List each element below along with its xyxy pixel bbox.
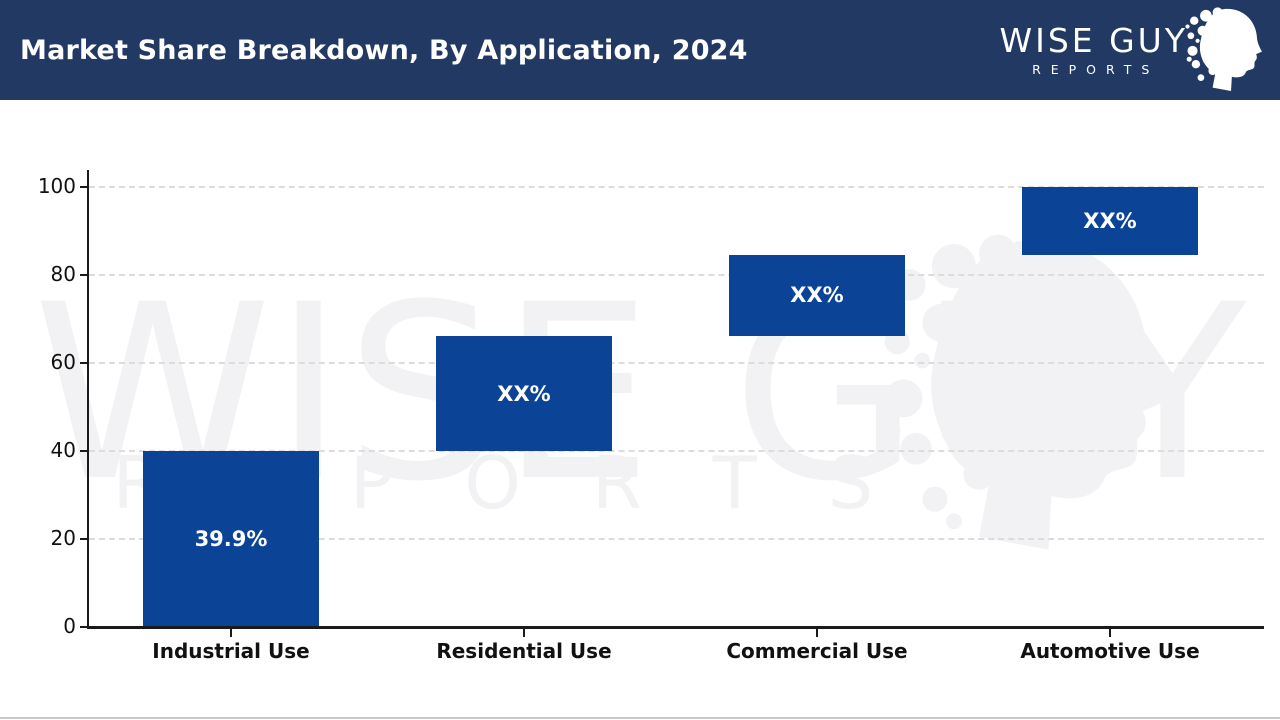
x-category-label-residential-use: Residential Use [436, 639, 612, 663]
x-tick-mark-industrial-use [230, 629, 232, 637]
y-tick-mark-60 [80, 362, 87, 364]
x-axis-line [87, 626, 1264, 629]
chart-title: Market Share Breakdown, By Application, … [20, 34, 748, 66]
bar-residential-use: XX% [436, 335, 612, 452]
logo-wordmark: WISE GUY REPORTS [999, 24, 1188, 77]
logo-reports: REPORTS [1032, 61, 1160, 77]
y-tick-mark-20 [80, 538, 87, 540]
gridline-80 [89, 274, 1264, 276]
bar-industrial-use: 39.9% [143, 451, 319, 627]
x-category-label-automotive-use: Automotive Use [1020, 639, 1200, 663]
y-tick-label-40: 40 [50, 438, 76, 462]
y-tick-mark-100 [80, 186, 87, 188]
header: Market Share Breakdown, By Application, … [0, 0, 1280, 100]
x-tick-mark-automotive-use [1109, 629, 1111, 637]
gridline-60 [89, 362, 1264, 364]
bar-automotive-use: XX% [1022, 187, 1198, 255]
y-tick-label-20: 20 [50, 526, 76, 550]
x-tick-mark-commercial-use [816, 629, 818, 637]
wise-guy-logo: WISE GUY REPORTS [999, 4, 1270, 96]
x-tick-mark-residential-use [523, 629, 525, 637]
bar-value-label: 39.9% [194, 527, 268, 552]
x-category-label-commercial-use: Commercial Use [726, 639, 908, 663]
bottom-border [0, 717, 1280, 719]
gridline-20 [89, 538, 1264, 540]
bar-value-label: XX% [1083, 208, 1137, 233]
y-tick-label-60: 60 [50, 350, 76, 374]
y-axis-line [87, 170, 89, 627]
gridline-40 [89, 450, 1264, 452]
y-tick-mark-40 [80, 450, 87, 452]
y-tick-label-80: 80 [50, 262, 76, 286]
watermark-head-icon [876, 234, 1165, 550]
bar-commercial-use: XX% [729, 254, 905, 336]
logo-head-icon [1185, 7, 1262, 91]
y-tick-label-0: 0 [63, 614, 76, 638]
logo-word: WISE GUY [999, 20, 1188, 60]
bar-value-label: XX% [790, 283, 844, 308]
y-tick-mark-80 [80, 274, 87, 276]
gridline-100 [89, 186, 1264, 188]
y-tick-label-100: 100 [37, 174, 76, 198]
y-tick-mark-0 [80, 626, 87, 628]
x-category-label-industrial-use: Industrial Use [152, 639, 310, 663]
bar-value-label: XX% [497, 381, 551, 406]
